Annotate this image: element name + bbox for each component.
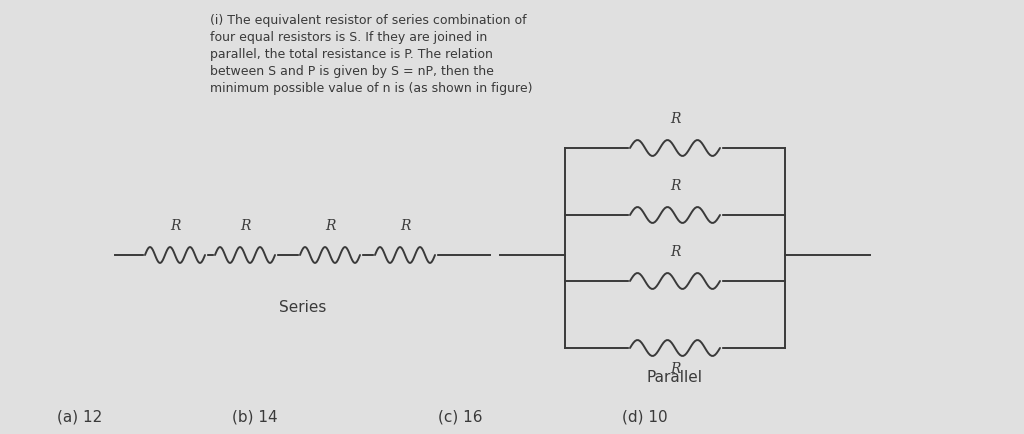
Text: R: R bbox=[240, 219, 250, 233]
Text: (i) The equivalent resistor of series combination of: (i) The equivalent resistor of series co… bbox=[210, 14, 526, 27]
Text: four equal resistors is S. If they are joined in: four equal resistors is S. If they are j… bbox=[210, 31, 487, 44]
Text: between S and P is given by S = nP, then the: between S and P is given by S = nP, then… bbox=[210, 65, 494, 78]
Text: Series: Series bbox=[279, 300, 327, 315]
Text: Parallel: Parallel bbox=[647, 370, 703, 385]
Text: (c) 16: (c) 16 bbox=[437, 410, 482, 425]
Text: (d) 10: (d) 10 bbox=[623, 410, 668, 425]
Text: R: R bbox=[399, 219, 411, 233]
Text: R: R bbox=[670, 245, 680, 259]
Text: R: R bbox=[670, 362, 680, 376]
Text: (a) 12: (a) 12 bbox=[57, 410, 102, 425]
Text: R: R bbox=[325, 219, 335, 233]
Text: parallel, the total resistance is P. The relation: parallel, the total resistance is P. The… bbox=[210, 48, 493, 61]
Text: R: R bbox=[670, 179, 680, 193]
Text: R: R bbox=[170, 219, 180, 233]
Text: (b) 14: (b) 14 bbox=[232, 410, 278, 425]
Text: R: R bbox=[670, 112, 680, 126]
Text: minimum possible value of n is (as shown in figure): minimum possible value of n is (as shown… bbox=[210, 82, 532, 95]
